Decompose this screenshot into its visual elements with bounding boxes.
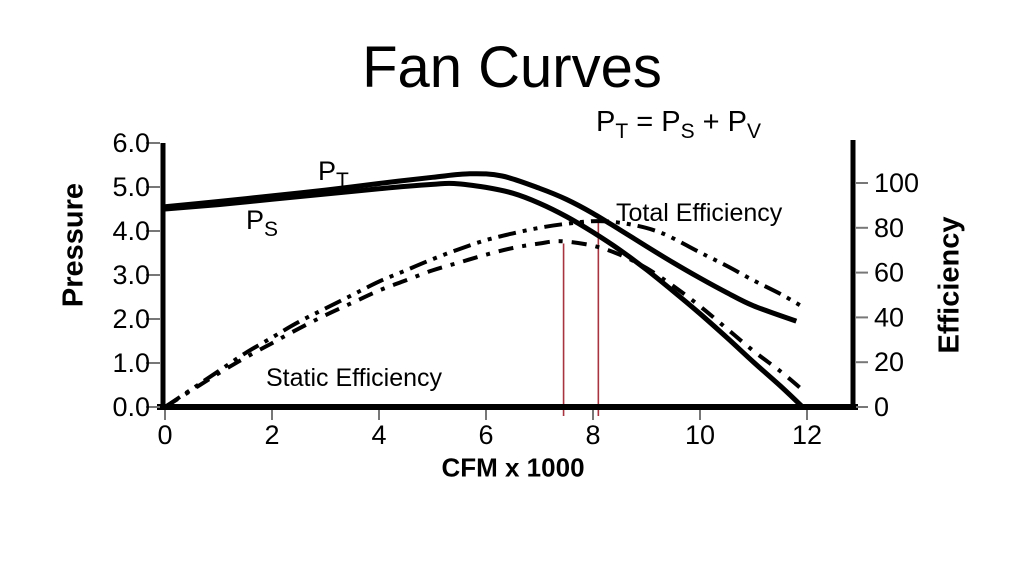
left-axis-title: Pressure xyxy=(57,182,90,308)
static-efficiency-label: Static Efficiency xyxy=(266,364,443,392)
left-axis-tick-label: 5.0 xyxy=(112,172,150,202)
right-axis-tick-label: 40 xyxy=(874,302,904,332)
left-axis-tick-label: 3.0 xyxy=(112,260,150,290)
ps-curve xyxy=(164,180,804,408)
total-efficiency-curve xyxy=(163,219,803,409)
x-axis-tick-label: 0 xyxy=(157,420,172,450)
left-axis-tick-label: 0.0 xyxy=(112,392,150,422)
x-axis-tick-label: 8 xyxy=(585,420,600,450)
right-axis-tick-label: 60 xyxy=(874,258,904,288)
x-axis-tick-label: 6 xyxy=(478,420,493,450)
x-axis-title: CFM x 1000 xyxy=(441,452,585,483)
left-axis-tick-label: 2.0 xyxy=(112,304,150,334)
x-axis-tick-label: 2 xyxy=(264,420,279,450)
right-axis-tick-label: 0 xyxy=(874,392,889,422)
right-axis-tick-label: 100 xyxy=(874,168,919,198)
x-axis-tick-label: 10 xyxy=(685,420,715,450)
right-axis-title: Efficiency xyxy=(933,216,966,354)
pt-curve-label: PT xyxy=(318,156,349,192)
total-efficiency-label: Total Efficiency xyxy=(616,199,783,227)
right-axis-tick-label: 80 xyxy=(874,213,904,243)
static-efficiency-curve xyxy=(163,239,803,409)
x-axis-tick-label: 12 xyxy=(792,420,822,450)
pt-curve xyxy=(164,171,798,324)
pressure-equation: PT = PS + PV xyxy=(596,106,762,143)
left-axis-tick-label: 6.0 xyxy=(112,128,150,158)
chart-title: Fan Curves xyxy=(362,35,662,100)
left-axis-tick-label: 1.0 xyxy=(112,348,150,378)
ps-curve-label: PS xyxy=(246,205,279,241)
left-axis-tick-label: 4.0 xyxy=(112,216,150,246)
x-axis-tick-label: 4 xyxy=(371,420,386,450)
right-axis-tick-label: 20 xyxy=(874,347,904,377)
